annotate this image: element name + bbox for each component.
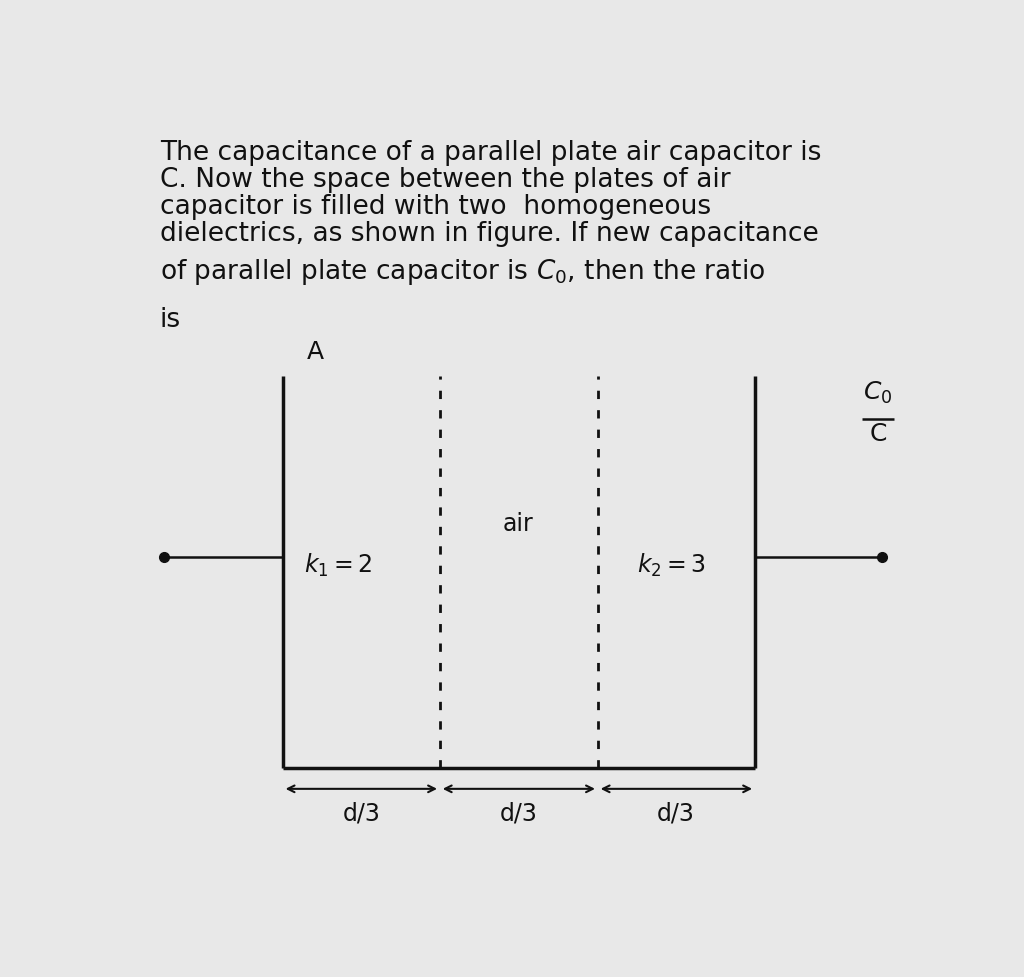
Text: $k_1 = 2$: $k_1 = 2$ bbox=[304, 551, 373, 578]
Text: dielectrics, as shown in figure. If new capacitance: dielectrics, as shown in figure. If new … bbox=[160, 221, 818, 247]
Text: $k_2 = 3$: $k_2 = 3$ bbox=[637, 551, 707, 578]
Text: C. Now the space between the plates of air: C. Now the space between the plates of a… bbox=[160, 167, 730, 192]
Text: C: C bbox=[869, 422, 887, 446]
Text: d/3: d/3 bbox=[500, 801, 538, 826]
Text: capacitor is filled with two  homogeneous: capacitor is filled with two homogeneous bbox=[160, 194, 711, 220]
Text: of parallel plate capacitor is $C_0$, then the ratio: of parallel plate capacitor is $C_0$, th… bbox=[160, 256, 765, 286]
Text: d/3: d/3 bbox=[342, 801, 380, 826]
Text: The capacitance of a parallel plate air capacitor is: The capacitance of a parallel plate air … bbox=[160, 140, 821, 166]
Text: d/3: d/3 bbox=[656, 801, 694, 826]
Text: is: is bbox=[160, 307, 181, 333]
Text: A: A bbox=[306, 340, 324, 364]
Text: $C_0$: $C_0$ bbox=[863, 379, 893, 405]
Text: air: air bbox=[503, 512, 534, 535]
